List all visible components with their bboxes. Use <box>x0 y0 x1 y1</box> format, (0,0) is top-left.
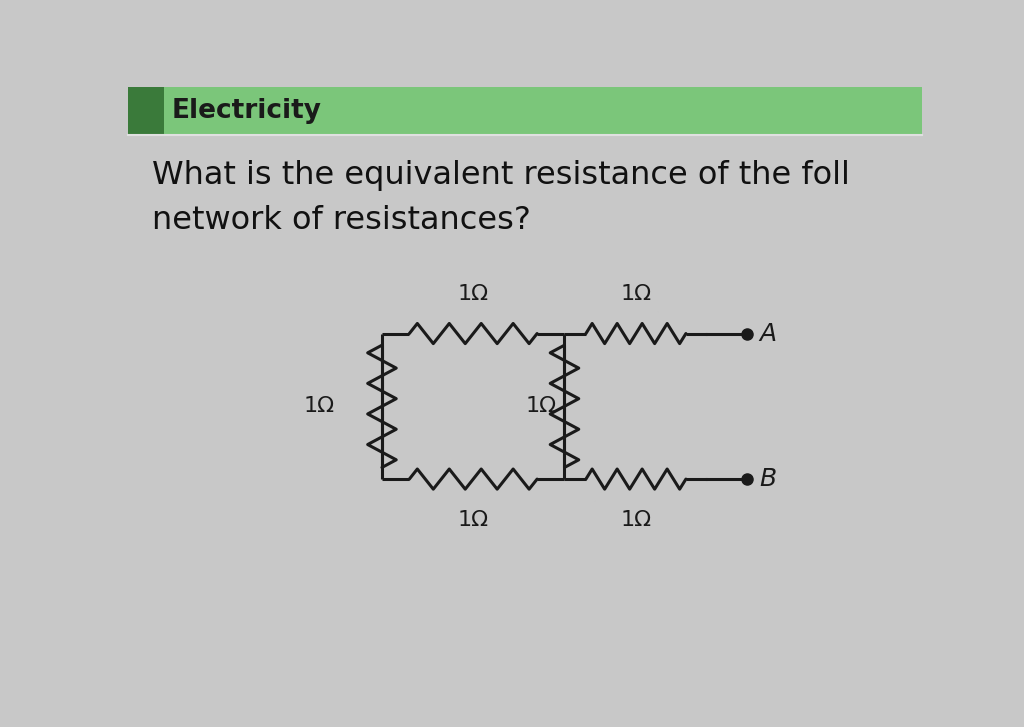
Text: network of resistances?: network of resistances? <box>152 205 530 236</box>
Text: B: B <box>759 467 776 491</box>
Text: 1Ω: 1Ω <box>621 510 651 530</box>
Text: What is the equivalent resistance of the foll: What is the equivalent resistance of the… <box>152 160 850 191</box>
Polygon shape <box>128 87 922 134</box>
Polygon shape <box>128 87 164 134</box>
Text: 1Ω: 1Ω <box>303 396 334 417</box>
Text: 1Ω: 1Ω <box>525 396 557 417</box>
Text: A: A <box>759 321 776 345</box>
Text: Electricity: Electricity <box>172 98 322 124</box>
Text: 1Ω: 1Ω <box>621 284 651 305</box>
Text: 1Ω: 1Ω <box>458 510 488 530</box>
Text: 1Ω: 1Ω <box>458 284 488 305</box>
